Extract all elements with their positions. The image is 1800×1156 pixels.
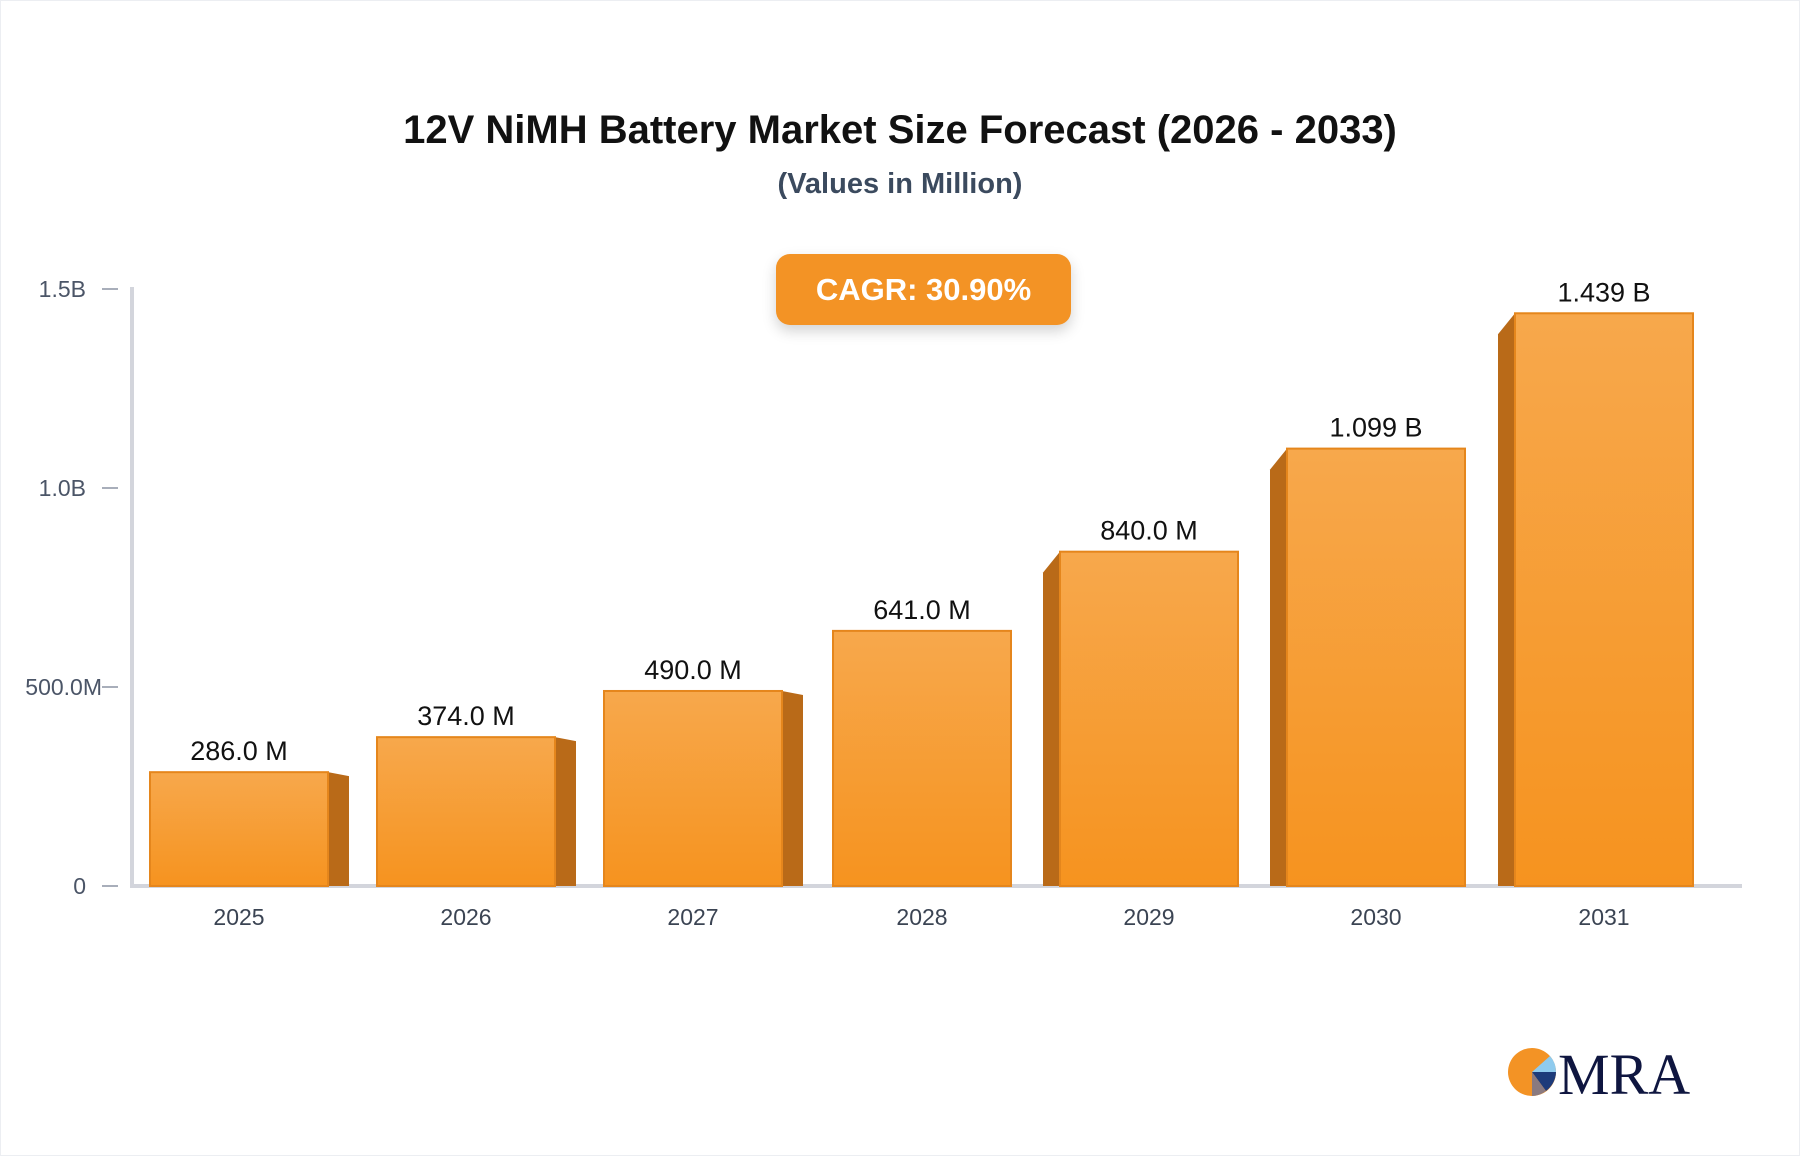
bar-2030: 1.099 B 2030	[1270, 413, 1466, 930]
chart-subtitle: (Values in Million)	[777, 168, 1023, 200]
x-tick-label: 2030	[1350, 904, 1401, 930]
bar	[1514, 312, 1694, 887]
y-tick-label: 500.0M	[25, 674, 102, 700]
bar-2026: 374.0 M 2026	[376, 701, 576, 930]
data-label: 840.0 M	[1100, 516, 1198, 546]
x-tick-label: 2025	[213, 904, 264, 930]
bar-2031: 1.439 B 2031	[1498, 277, 1694, 930]
bar	[149, 771, 329, 887]
y-tick-label: 1.0B	[39, 475, 86, 501]
data-label: 641.0 M	[873, 595, 971, 625]
x-tick-label: 2026	[440, 904, 491, 930]
bar-side	[1270, 448, 1287, 886]
x-tick-label: 2029	[1123, 904, 1174, 930]
bar	[376, 736, 556, 888]
chart-title: 12V NiMH Battery Market Size Forecast (2…	[403, 108, 1397, 152]
bar-side	[1043, 551, 1060, 886]
data-label: 1.099 B	[1329, 413, 1422, 443]
bar	[1059, 550, 1239, 887]
data-label: 374.0 M	[417, 701, 515, 731]
bar-2027: 490.0 M 2027	[603, 655, 803, 930]
x-tick-label: 2027	[667, 904, 718, 930]
x-tick-label: 2031	[1578, 904, 1629, 930]
bar-side	[555, 737, 576, 886]
logo-text: MRA	[1558, 1042, 1690, 1102]
mra-logo: MRA	[1506, 1040, 1696, 1107]
bar-side	[782, 690, 803, 886]
y-tick-label: 1.5B	[39, 276, 86, 302]
cagr-badge: CAGR: 30.90%	[776, 254, 1071, 325]
data-label: 286.0 M	[190, 736, 288, 766]
data-label: 1.439 B	[1557, 277, 1650, 307]
bar	[1286, 447, 1466, 887]
bar-2025: 286.0 M 2025	[149, 736, 349, 930]
bar	[832, 629, 1012, 888]
bar-side	[1498, 313, 1515, 886]
bar	[603, 689, 783, 887]
bar-2029: 840.0 M 2029	[1043, 516, 1239, 930]
bar-2028: 641.0 M 2028	[832, 595, 1012, 930]
x-tick-label: 2028	[896, 904, 947, 930]
data-label: 490.0 M	[644, 655, 742, 685]
y-tick-label: 0	[73, 873, 86, 899]
bar-side	[328, 772, 349, 886]
